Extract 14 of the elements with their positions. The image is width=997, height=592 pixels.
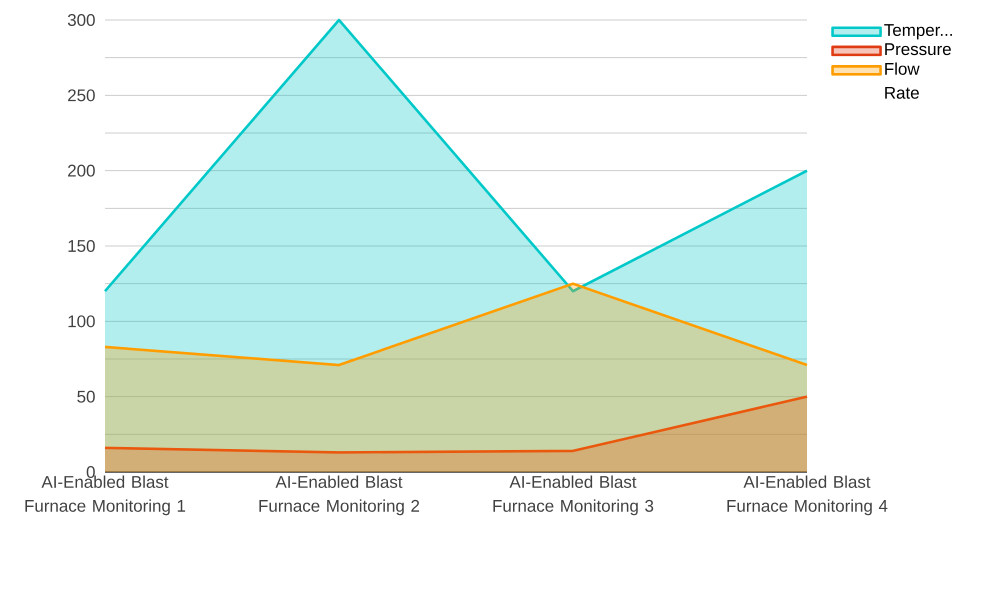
y-tick-label: 0 — [86, 466, 95, 478]
y-tick-label: 100 — [68, 315, 95, 328]
x-tick-label: AI-Enabled Blast Furnace Monitoring 4 — [727, 476, 888, 516]
x-tick-label: AI-Enabled Blast Furnace Monitoring 3 — [493, 476, 654, 516]
legend-label: Flow Rate — [885, 62, 920, 99]
y-tick-label: 150 — [68, 240, 95, 252]
legend-label: Temper... — [884, 24, 952, 40]
x-tick-label: AI-Enabled Blast Furnace Monitoring 2 — [259, 476, 420, 516]
y-tick-label: 50 — [77, 390, 95, 403]
y-tick-label: 300 — [68, 14, 95, 26]
y-tick-label: 200 — [68, 164, 95, 177]
legend-label: Pressure — [885, 43, 951, 56]
y-tick-label: 250 — [68, 89, 95, 102]
x-tick-label: AI-Enabled Blast Furnace Monitoring 1 — [25, 476, 186, 516]
